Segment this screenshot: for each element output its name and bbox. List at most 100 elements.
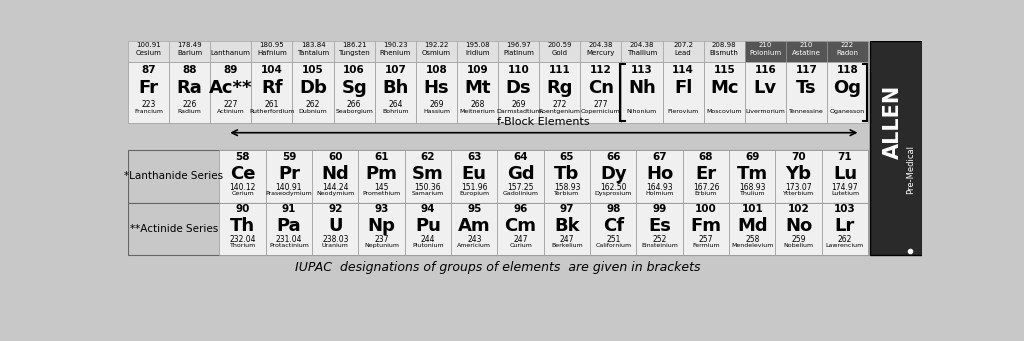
Text: Radon: Radon [837, 50, 858, 56]
Bar [775, 203, 822, 255]
Text: Cesium: Cesium [135, 50, 162, 56]
Bar [827, 62, 868, 122]
Text: Livermorium: Livermorium [745, 109, 785, 114]
Text: Hassium: Hassium [423, 109, 450, 114]
Text: 223: 223 [141, 100, 156, 109]
Text: 91: 91 [282, 204, 296, 214]
Text: Mendelevium: Mendelevium [731, 243, 773, 248]
Bar [219, 150, 266, 203]
Text: 173.07: 173.07 [785, 183, 812, 192]
Bar [590, 150, 637, 203]
Text: Pr: Pr [278, 165, 300, 183]
Text: Mercury: Mercury [587, 50, 615, 56]
Text: 62: 62 [421, 152, 435, 162]
Text: Lv: Lv [754, 79, 777, 97]
Text: Actinium: Actinium [217, 109, 245, 114]
Bar [581, 62, 622, 122]
Text: Cn: Cn [588, 79, 613, 97]
Text: 145: 145 [375, 183, 389, 192]
Text: 118: 118 [837, 65, 858, 75]
Bar [498, 150, 544, 203]
Text: Tennessine: Tennessine [790, 109, 824, 114]
Text: 103: 103 [835, 204, 856, 214]
Text: Oganesson: Oganesson [830, 109, 865, 114]
Bar [293, 41, 334, 62]
Bar [637, 203, 683, 255]
Text: 66: 66 [606, 152, 621, 162]
Text: 243: 243 [467, 235, 481, 244]
Text: 227: 227 [223, 100, 238, 109]
Text: 186.21: 186.21 [342, 43, 367, 48]
Bar [169, 62, 210, 122]
Text: Pm: Pm [366, 165, 397, 183]
Text: Terbium: Terbium [554, 191, 580, 196]
Text: Tm: Tm [736, 165, 768, 183]
Text: 158.93: 158.93 [554, 183, 581, 192]
Text: Darmstadtium: Darmstadtium [496, 109, 542, 114]
Bar [416, 41, 457, 62]
Text: Ytterbium: Ytterbium [783, 191, 814, 196]
Text: Md: Md [737, 217, 768, 235]
Text: 71: 71 [838, 152, 852, 162]
Text: Nihonium: Nihonium [627, 109, 657, 114]
Text: 168.93: 168.93 [739, 183, 766, 192]
Bar [703, 62, 744, 122]
Bar [416, 62, 457, 122]
Bar [404, 150, 452, 203]
Text: Dy: Dy [600, 165, 627, 183]
Text: 183.84: 183.84 [301, 43, 326, 48]
Bar [785, 41, 827, 62]
Text: 65: 65 [560, 152, 574, 162]
Text: 116: 116 [755, 65, 776, 75]
Bar [457, 41, 498, 62]
Text: 162.50: 162.50 [600, 183, 627, 192]
Text: Yb: Yb [785, 165, 812, 183]
Text: Tungsten: Tungsten [338, 50, 370, 56]
Bar [540, 62, 581, 122]
Bar [375, 41, 416, 62]
Bar [683, 150, 729, 203]
Text: IUPAC  designations of groups of elements  are given in brackets: IUPAC designations of groups of elements… [295, 261, 700, 274]
Text: 204.38: 204.38 [589, 43, 613, 48]
Text: Astatine: Astatine [792, 50, 821, 56]
Text: Americium: Americium [458, 243, 492, 248]
Text: Pa: Pa [276, 217, 301, 235]
Bar [869, 41, 922, 255]
Text: Fermium: Fermium [692, 243, 720, 248]
Text: 207.2: 207.2 [673, 43, 693, 48]
Text: 109: 109 [467, 65, 488, 75]
Bar [683, 203, 729, 255]
Text: Sg: Sg [341, 79, 367, 97]
Text: Eu: Eu [462, 165, 486, 183]
Bar [703, 41, 744, 62]
Bar [251, 41, 293, 62]
Text: 180.95: 180.95 [260, 43, 285, 48]
Text: U: U [328, 217, 343, 235]
Text: Roentgenium: Roentgenium [539, 109, 581, 114]
Text: 192.22: 192.22 [424, 43, 449, 48]
Bar [457, 62, 498, 122]
Bar [498, 203, 544, 255]
Bar [219, 203, 266, 255]
Text: 87: 87 [141, 65, 156, 75]
Text: Thorium: Thorium [229, 243, 256, 248]
Bar [266, 150, 312, 203]
Text: No: No [785, 217, 812, 235]
Text: 102: 102 [787, 204, 810, 214]
Text: Rf: Rf [261, 79, 283, 97]
Text: 93: 93 [375, 204, 389, 214]
Text: 231.04: 231.04 [275, 235, 302, 244]
Text: Rhenium: Rhenium [380, 50, 411, 56]
Text: Polonium: Polonium [750, 50, 781, 56]
Text: 92: 92 [328, 204, 342, 214]
Text: Seaborgium: Seaborgium [335, 109, 373, 114]
Text: Fm: Fm [690, 217, 722, 235]
Text: 114: 114 [672, 65, 694, 75]
Text: 222: 222 [841, 43, 854, 48]
Text: Cm: Cm [505, 217, 537, 235]
Bar [540, 41, 581, 62]
Text: 61: 61 [375, 152, 389, 162]
Text: 210: 210 [800, 43, 813, 48]
Text: f-Block Elements: f-Block Elements [498, 117, 590, 127]
Text: Sm: Sm [412, 165, 443, 183]
